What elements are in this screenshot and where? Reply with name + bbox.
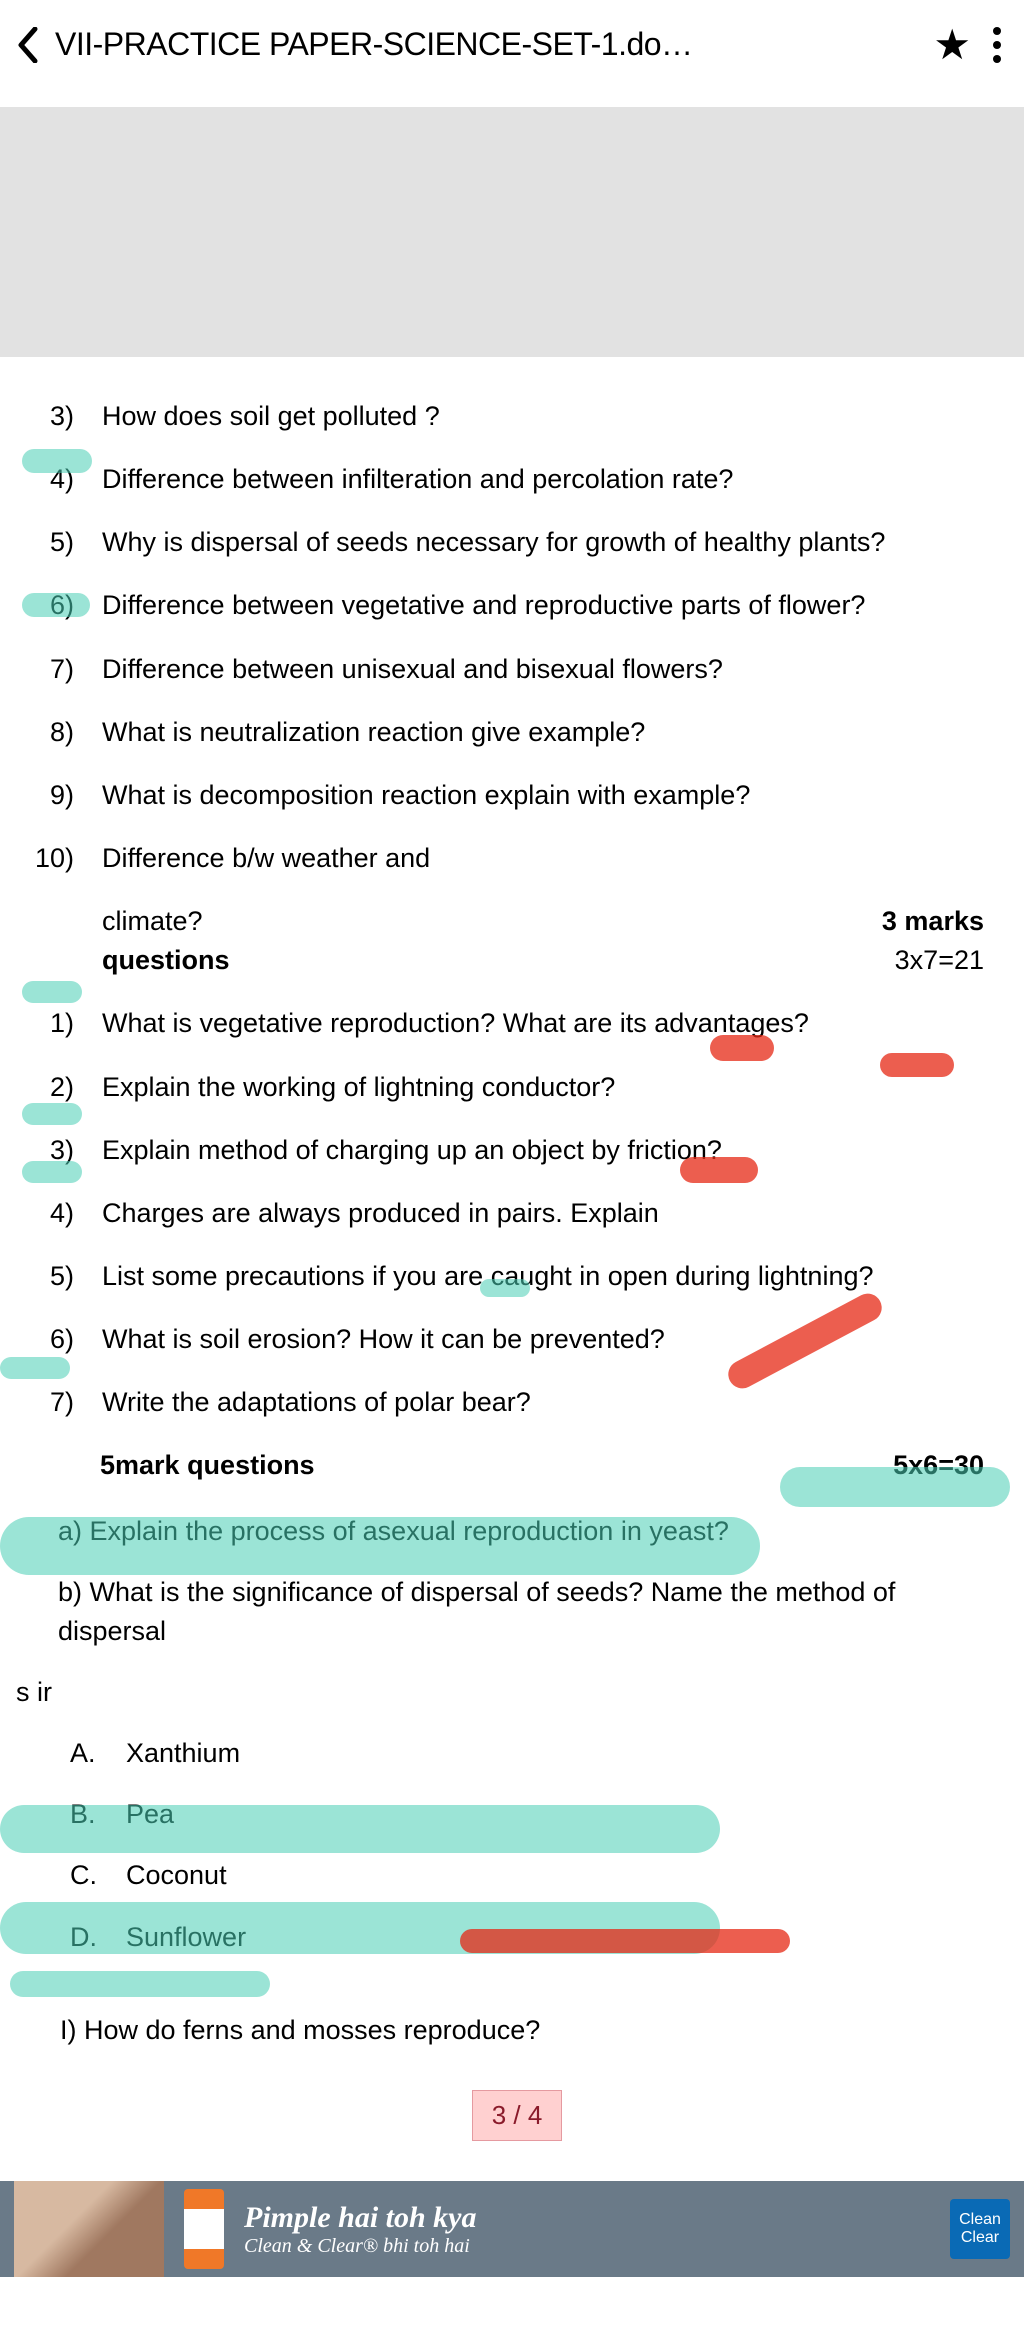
question-item: 5) Why is dispersal of seeds necessary fo… bbox=[30, 523, 1004, 562]
question-number: 9) bbox=[30, 776, 74, 815]
annotation-teal bbox=[22, 981, 82, 1003]
question-number: 8) bbox=[30, 713, 74, 752]
question-text: Why is dispersal of seeds necessary for … bbox=[102, 523, 1004, 562]
page-indicator: 3 / 4 bbox=[472, 2090, 562, 2142]
question-text: How does soil get polluted ? bbox=[102, 397, 1004, 436]
document-title: VII-PRACTICE PAPER-SCIENCE-SET-1.do… bbox=[55, 26, 919, 63]
section-header: climate? questions 3 marks 3x7=21 bbox=[102, 902, 1004, 980]
question-text: b) What is the significance of dispersal… bbox=[58, 1573, 1004, 1651]
option-text: Pea bbox=[126, 1795, 174, 1834]
section-header: 5mark questions 5x6=30 bbox=[100, 1446, 1004, 1485]
question-text: Charges are always produced in pairs. Ex… bbox=[102, 1194, 1004, 1233]
question-item: 4) Charges are always produced in pairs. … bbox=[30, 1194, 1004, 1233]
annotation-teal bbox=[10, 1971, 270, 1997]
question-item: 7) Difference between unisexual and bisex… bbox=[30, 650, 1004, 689]
document-body: 3) How does soil get polluted ? 4) Differe… bbox=[0, 357, 1024, 2151]
annotation-teal bbox=[0, 1357, 70, 1379]
app-header: VII-PRACTICE PAPER-SCIENCE-SET-1.do… ★ bbox=[0, 0, 1024, 89]
question-number: 7) bbox=[30, 650, 74, 689]
question-item: 6) What is soil erosion? How it can be pr… bbox=[30, 1320, 1004, 1359]
question-number: 5) bbox=[30, 1257, 74, 1296]
question-text: List some precautions if you are caught … bbox=[102, 1257, 1004, 1296]
question-text: What is soil erosion? How it can be prev… bbox=[102, 1320, 1004, 1359]
question-item: 3) How does soil get polluted ? bbox=[30, 397, 1004, 436]
question-text: I) How do ferns and mosses reproduce? bbox=[60, 2011, 1004, 2050]
question-number: 4) bbox=[30, 460, 74, 499]
clipped-text: s ir bbox=[16, 1673, 1004, 1712]
question-item: 7) Write the adaptations of polar bear? bbox=[30, 1383, 1004, 1422]
question-item: 3) Explain method of charging up an objec… bbox=[30, 1131, 1004, 1170]
question-text: Difference b/w weather and bbox=[102, 839, 1004, 878]
section-left-line: climate? bbox=[102, 902, 230, 941]
question-item: 9) What is decomposition reaction explain… bbox=[30, 776, 1004, 815]
question-item: 1) What is vegetative reproduction? What … bbox=[30, 1004, 1004, 1043]
question-item: 2) Explain the working of lightning condu… bbox=[30, 1068, 1004, 1107]
question-text: Difference between unisexual and bisexua… bbox=[102, 650, 1004, 689]
question-item: 8) What is neutralization reaction give e… bbox=[30, 713, 1004, 752]
question-text: What is decomposition reaction explain w… bbox=[102, 776, 1004, 815]
question-text: Difference between vegetative and reprod… bbox=[102, 586, 1004, 625]
question-text: What is neutralization reaction give exa… bbox=[102, 713, 1004, 752]
section-total: 3x7=21 bbox=[882, 941, 984, 980]
option-item: B. Pea bbox=[70, 1795, 1004, 1834]
ad-banner[interactable]: Pimple hai toh kya Clean & Clear® bhi to… bbox=[0, 2181, 1024, 2277]
question-item: 10) Difference b/w weather and bbox=[30, 839, 1004, 878]
section-total: 5x6=30 bbox=[893, 1446, 1004, 1485]
option-label: A. bbox=[70, 1734, 100, 1773]
question-text: Explain method of charging up an object … bbox=[102, 1131, 1004, 1170]
question-text: a) Explain the process of asexual reprod… bbox=[58, 1512, 1004, 1551]
question-number: 6) bbox=[30, 586, 74, 625]
ad-product-icon bbox=[184, 2189, 224, 2269]
section-left-line: questions bbox=[102, 941, 230, 980]
ad-copy: Pimple hai toh kya Clean & Clear® bhi to… bbox=[244, 2201, 930, 2258]
ad-brand-badge: Clean Clear bbox=[950, 2199, 1010, 2259]
ad-headline: Pimple hai toh kya bbox=[244, 2201, 930, 2235]
question-item: 6) Difference between vegetative and repr… bbox=[30, 586, 1004, 625]
star-icon[interactable]: ★ bbox=[933, 20, 971, 69]
question-number: 10) bbox=[30, 839, 74, 878]
question-number: 7) bbox=[30, 1383, 74, 1422]
option-label: B. bbox=[70, 1795, 100, 1834]
option-label: C. bbox=[70, 1856, 100, 1895]
question-item: 5) List some precautions if you are caugh… bbox=[30, 1257, 1004, 1296]
ad-subline: Clean & Clear® bhi toh hai bbox=[244, 2235, 930, 2258]
question-number: 1) bbox=[30, 1004, 74, 1043]
option-item: A. Xanthium bbox=[70, 1734, 1004, 1773]
option-item: C. Coconut bbox=[70, 1856, 1004, 1895]
section-heading: 5mark questions bbox=[100, 1450, 315, 1480]
question-text: Difference between infilteration and per… bbox=[102, 460, 1004, 499]
page-gap bbox=[0, 107, 1024, 357]
question-text: Explain the working of lightning conduct… bbox=[102, 1068, 1004, 1107]
option-text: Xanthium bbox=[126, 1734, 240, 1773]
section-marks: 3 marks bbox=[882, 902, 984, 941]
more-menu-icon[interactable] bbox=[985, 21, 1009, 69]
question-text: Write the adaptations of polar bear? bbox=[102, 1383, 1004, 1422]
question-number: 5) bbox=[30, 523, 74, 562]
option-list: A. Xanthium B. Pea C. Coconut D. Sunflower bbox=[70, 1734, 1004, 1957]
question-number: 4) bbox=[30, 1194, 74, 1233]
option-item: D. Sunflower bbox=[70, 1918, 1004, 1957]
question-text: What is vegetative reproduction? What ar… bbox=[102, 1004, 1004, 1043]
back-icon[interactable] bbox=[15, 25, 41, 65]
question-number: 2) bbox=[30, 1068, 74, 1107]
ad-image bbox=[14, 2181, 164, 2277]
option-text: Coconut bbox=[126, 1856, 227, 1895]
question-number: 3) bbox=[30, 1131, 74, 1170]
option-text: Sunflower bbox=[126, 1918, 246, 1957]
question-number: 6) bbox=[30, 1320, 74, 1359]
question-number: 3) bbox=[30, 397, 74, 436]
option-label: D. bbox=[70, 1918, 100, 1957]
question-item: 4) Difference between infilteration and p… bbox=[30, 460, 1004, 499]
